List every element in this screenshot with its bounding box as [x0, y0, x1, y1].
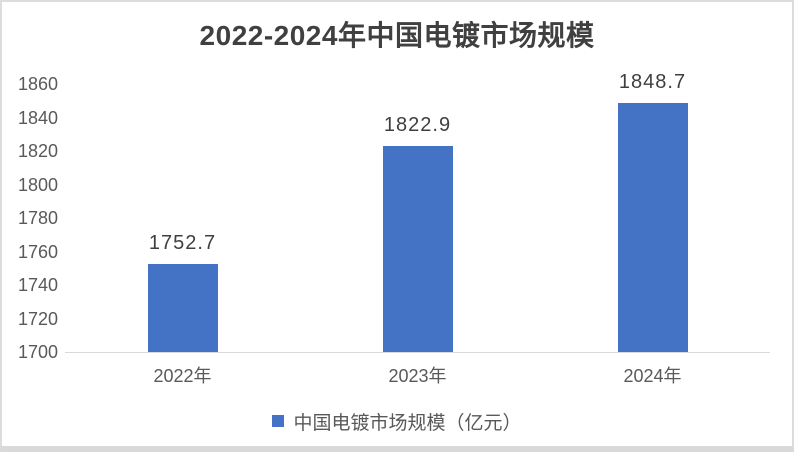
- legend: 中国电镀市场规模（亿元）: [2, 408, 792, 434]
- bar: [382, 146, 453, 352]
- y-axis-tick-label: 1760: [17, 241, 58, 262]
- y-axis-tick-label: 1840: [17, 107, 58, 128]
- bar: [147, 263, 218, 352]
- y-axis-tick-label: 1820: [17, 141, 58, 161]
- chart-title: 2022-2024年中国电镀市场规模: [199, 20, 595, 51]
- y-axis-tick-label: 1860: [17, 74, 58, 94]
- x-axis-category-label: 2023年: [388, 366, 447, 386]
- plot-area: 1700 1720 1740 1760 1780 1800 1820 1840 1860 1752…: [2, 2, 792, 446]
- y-axis-tick-label: 1800: [17, 174, 58, 195]
- legend-marker-icon: [272, 415, 285, 427]
- y-axis-tick-label: 1740: [17, 275, 58, 295]
- x-axis-line: [65, 352, 770, 353]
- bar-data-label: 1752.7: [148, 231, 217, 254]
- y-axis-tick-label: 1700: [17, 342, 58, 362]
- bar-data-label: 1848.7: [618, 70, 687, 93]
- x-axis-category-label: 2024年: [623, 366, 682, 386]
- bar-data-label: 1822.9: [383, 114, 452, 137]
- bar: [617, 102, 688, 352]
- legend-label: 中国电镀市场规模（亿元）: [293, 412, 522, 434]
- y-axis-tick-label: 1720: [17, 308, 58, 329]
- x-axis-category-label: 2022年: [153, 366, 212, 386]
- y-axis-tick-label: 1780: [17, 208, 58, 228]
